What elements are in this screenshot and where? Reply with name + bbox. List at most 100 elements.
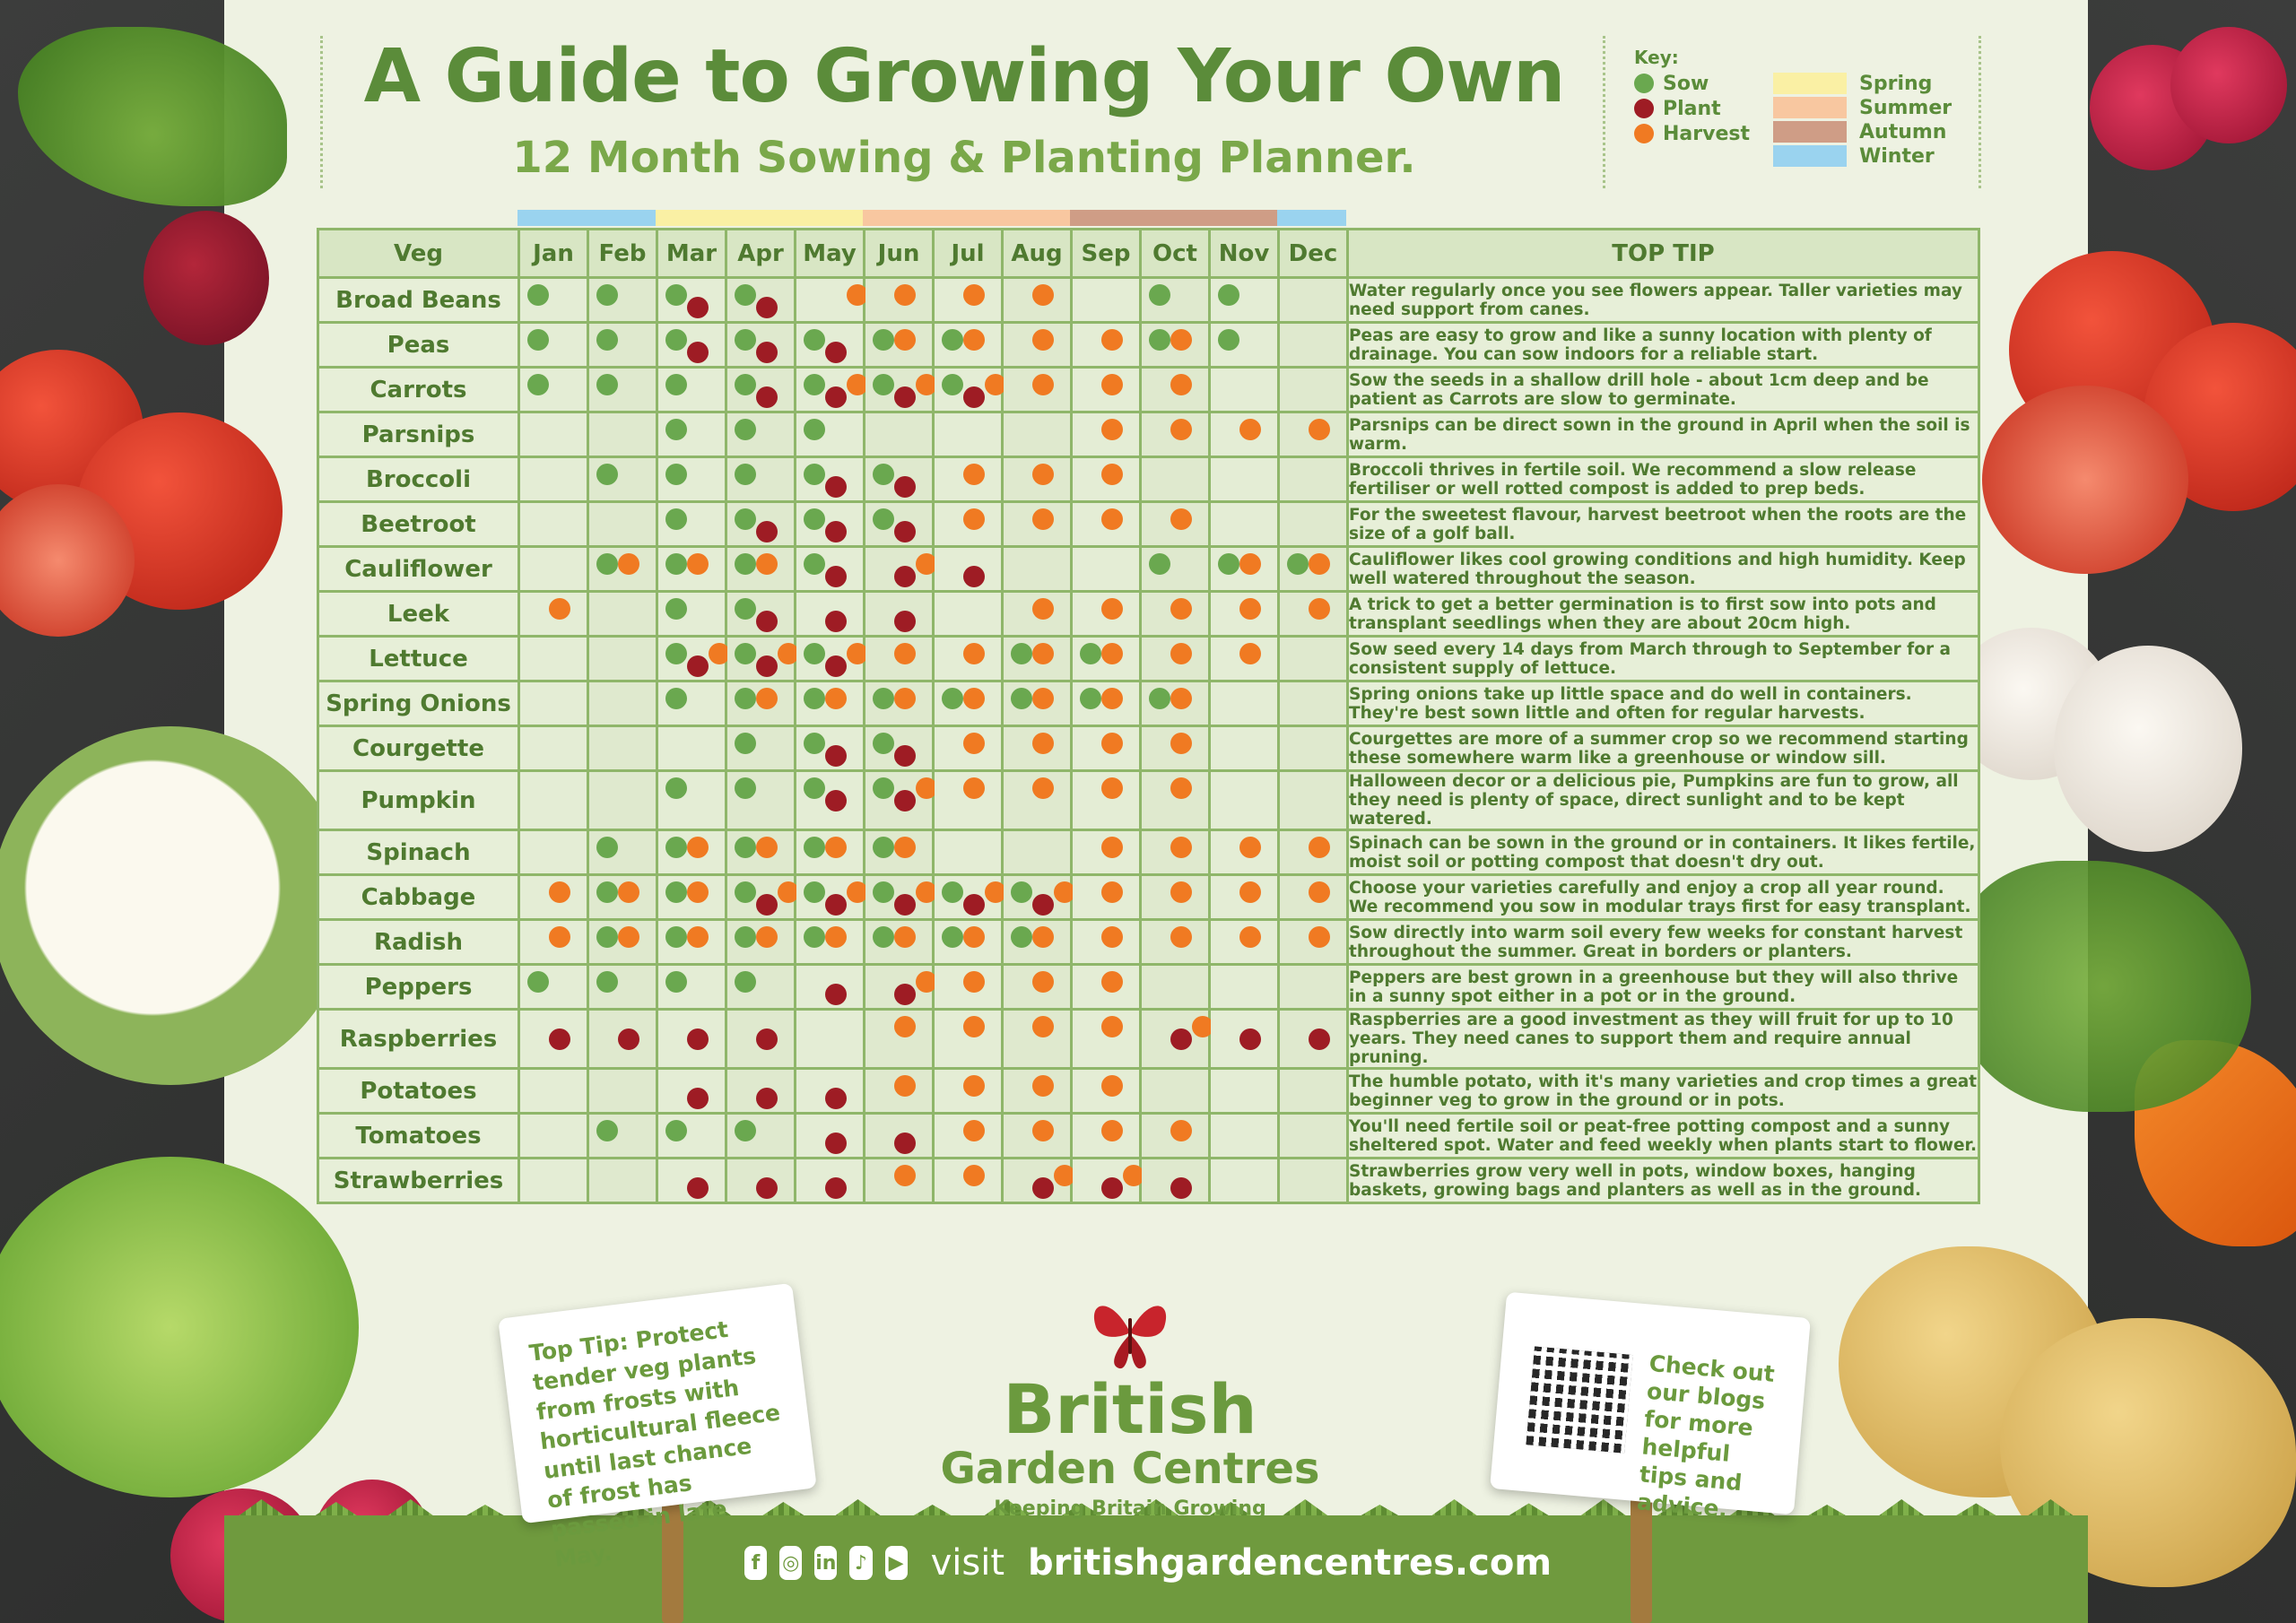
harvest-dot-icon [618,553,639,575]
plant-dot-icon [756,611,778,632]
facebook-icon[interactable]: f [744,1546,768,1580]
harvest-dot-icon [1032,598,1054,620]
harvest-dot-icon [687,881,709,903]
harvest-dot-icon [1032,971,1054,993]
month-cell [587,1157,658,1204]
harvest-dot-icon [963,329,985,351]
month-cell [1277,321,1349,369]
harvest-dot-icon [549,881,570,903]
month-cell [1139,456,1211,503]
youtube-icon[interactable]: ▶ [884,1546,908,1580]
month-cell [1139,276,1211,324]
month-cell [517,545,589,593]
sow-dot-icon [1149,553,1170,575]
month-cell [794,635,868,682]
month-cell [587,1112,658,1159]
month-cell [1001,366,1073,413]
table-row: Cabbage Choose your varieties carefully a… [317,873,1980,921]
veg-name: Broccoli [317,456,520,503]
tiktok-icon[interactable]: ♪ [849,1546,873,1580]
sow-dot-icon [665,508,687,530]
plant-dot-icon [1170,1028,1192,1050]
table-row: Pumpkin Halloween decor or a delicious pi… [317,769,1980,831]
harvest-dot-icon [963,926,985,948]
sow-dot-icon [665,837,687,858]
harvest-dot-icon [1101,1075,1123,1097]
month-cell [1070,1067,1142,1115]
sow-dot-icon [735,553,756,575]
top-tip: Spinach can be sown in the ground or in … [1346,829,1980,876]
plant-dot-icon [894,386,916,408]
sow-dot-icon [1218,553,1239,575]
veg-name: Parsnips [317,411,520,458]
sow-dot-icon [735,881,756,903]
veg-name: Potatoes [317,1067,520,1115]
website-link[interactable]: britishgardencentres.com [1028,1542,1552,1584]
harvest-dot-icon [1032,284,1054,306]
month-cell [656,366,727,413]
harvest-dot-icon [963,464,985,485]
harvest-dot-icon [756,926,778,948]
plant-dot-icon [825,476,847,498]
month-cell [725,321,796,369]
blog-card-text: Check out our blogs for more helpful tip… [1636,1350,1776,1523]
qr-code-icon[interactable] [1526,1346,1633,1454]
month-cell [517,1067,589,1115]
sow-dot-icon [873,733,894,754]
month-cell [1139,963,1211,1011]
top-tip: Spring onions take up little space and d… [1346,680,1980,727]
veg-name: Cabbage [317,873,520,921]
plant-dot-icon [825,1177,847,1199]
harvest-dot-icon [1032,643,1054,664]
sow-dot-icon [873,837,894,858]
month-header-sep: Sep [1070,228,1142,279]
month-cell [1139,769,1211,831]
sow-dot-icon [804,329,825,351]
harvest-dot-icon [1101,777,1123,799]
page-subtitle: 12 Month Sowing & Planting Planner. [512,133,1416,183]
plant-dot-icon [687,297,709,318]
month-cell [1001,829,1073,876]
plant-dot-icon [825,790,847,812]
garlic-image [2054,646,2242,852]
harvest-dot-icon [1309,553,1330,575]
month-cell [1277,590,1349,638]
month-cell [1277,1008,1349,1070]
month-cell [1001,545,1073,593]
legend-winter: Winter [1773,144,1935,168]
month-cell [656,680,727,727]
harvest-dot-icon [825,837,847,858]
visit-label: visit [930,1542,1005,1584]
month-cell [656,635,730,682]
plant-dot-icon [963,894,985,916]
month-cell [517,1112,589,1159]
harvest-dot-icon [1101,329,1123,351]
harvest-dot-icon [1170,419,1192,440]
plant-dot-icon [1032,894,1054,916]
linkedin-icon[interactable]: in [814,1546,838,1580]
blog-card[interactable]: Check out our blogs for more helpful tip… [1490,1291,1811,1523]
legend-spring: Spring [1773,72,1932,95]
month-cell [587,829,658,876]
month-cell [932,963,1004,1011]
month-header-oct: Oct [1139,228,1211,279]
plant-dot-icon [687,655,709,677]
month-header-apr: Apr [725,228,796,279]
sow-dot-icon [665,926,687,948]
sow-dot-icon [665,374,687,395]
table-row: Spring Onions Spring onions take up littl… [317,680,1980,727]
month-cell [656,500,727,548]
month-cell [1277,545,1349,593]
divider [320,36,323,188]
month-cell [932,725,1004,772]
harvest-dot-icon [1309,419,1330,440]
month-cell [656,963,727,1011]
harvest-dot-icon [963,1075,985,1097]
instagram-icon[interactable]: ◎ [779,1546,803,1580]
month-cell [725,769,796,831]
divider [1603,36,1605,188]
plant-dot-icon [894,745,916,767]
plant-dot-icon [963,386,985,408]
month-cell [1070,1008,1142,1070]
month-cell [725,1157,796,1204]
